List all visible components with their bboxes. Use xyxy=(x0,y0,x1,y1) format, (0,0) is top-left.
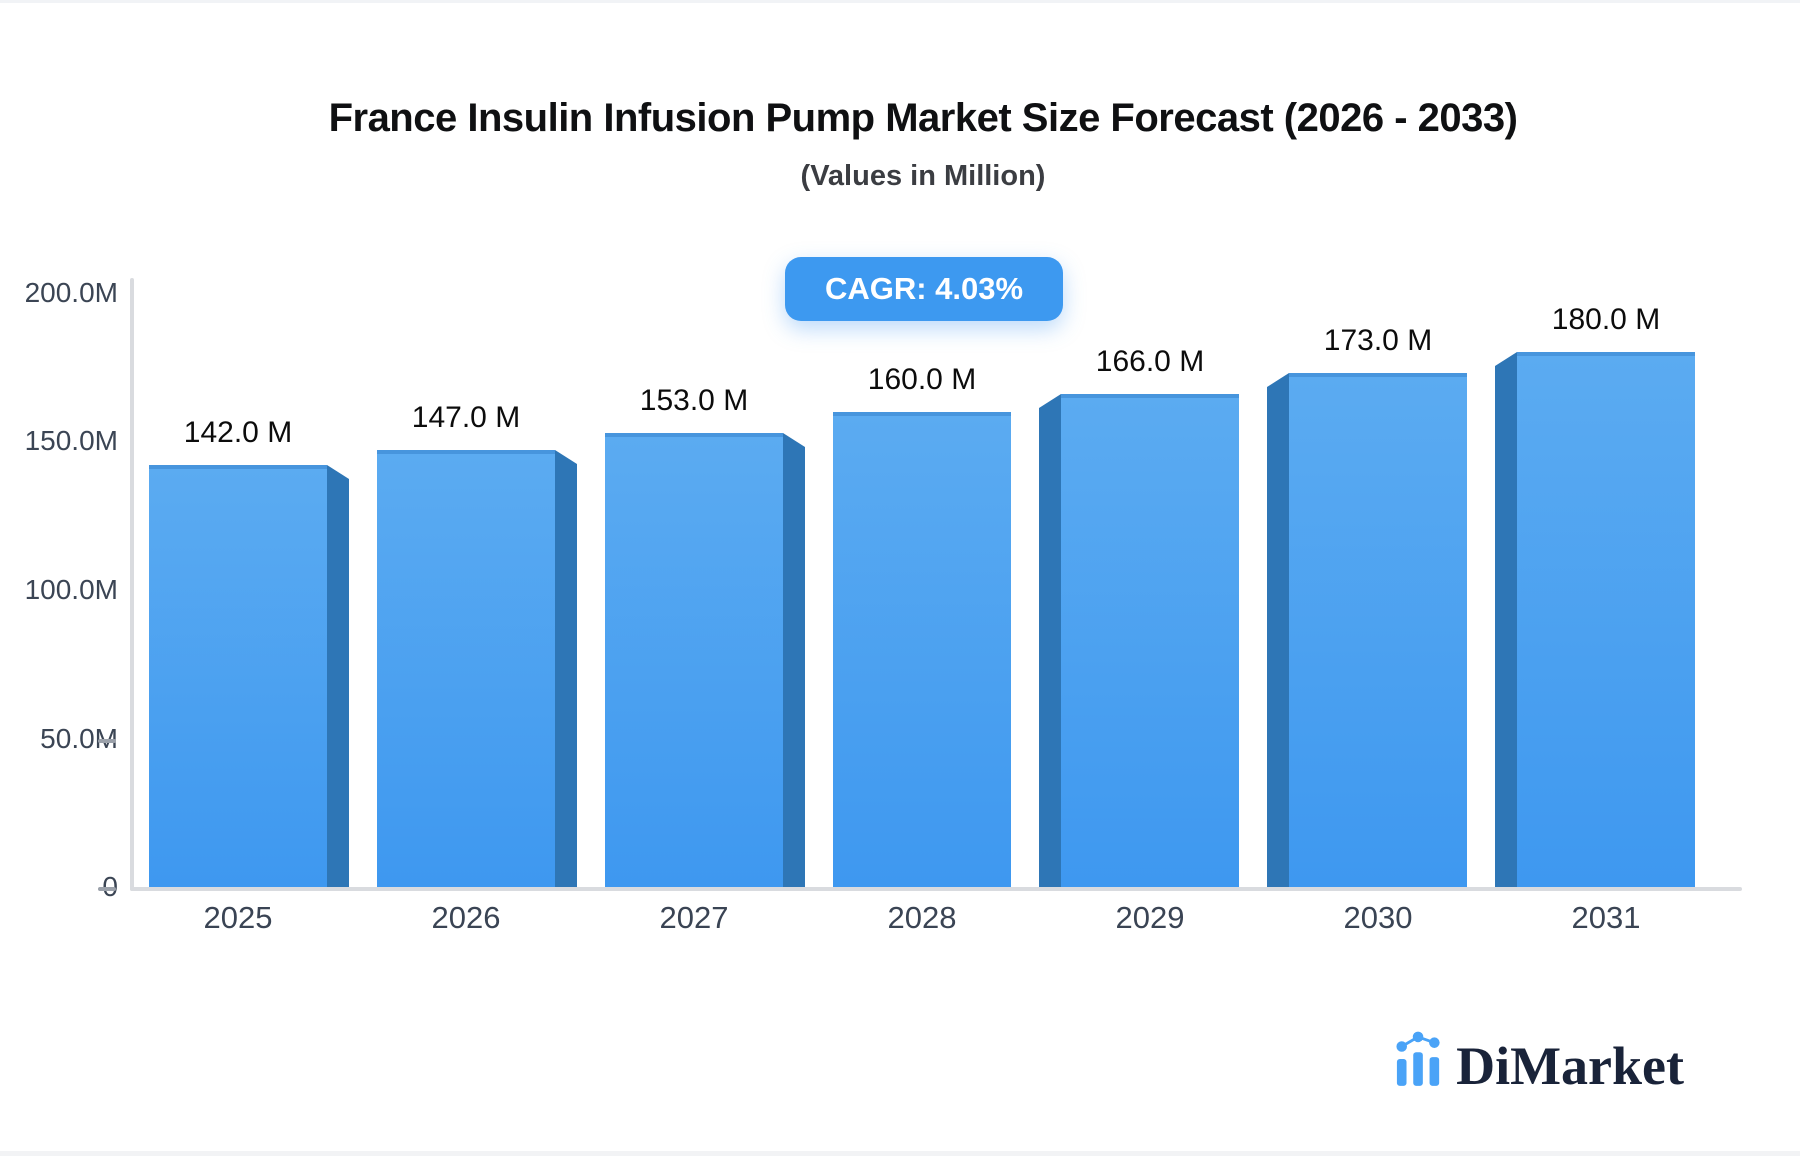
bar-2030 xyxy=(1267,373,1467,887)
bar-3d-side-2025 xyxy=(327,465,349,887)
x-axis-category-label: 2027 xyxy=(659,900,729,935)
cagr-badge-label: CAGR: 4.03% xyxy=(824,271,1024,306)
bar-value-label: 153.0 M xyxy=(639,384,749,417)
bar-value-label: 166.0 M xyxy=(1095,345,1205,378)
bar-face-2027 xyxy=(605,433,783,887)
bar-3d-side-2027 xyxy=(783,433,805,887)
bar-3d-side-2031 xyxy=(1495,352,1517,887)
top-edge-divider xyxy=(0,0,1800,3)
bar-2025 xyxy=(149,465,349,887)
bar-2029 xyxy=(1039,394,1239,887)
bar-2026 xyxy=(377,450,577,887)
bar-face-2030 xyxy=(1289,373,1467,887)
bar-face-2028 xyxy=(833,412,1011,887)
logo-wordmark: DiMarket xyxy=(1456,1036,1684,1096)
bottom-edge-divider xyxy=(0,1151,1800,1156)
x-axis-category-label: 2026 xyxy=(431,900,501,935)
y-axis-tick-label: 0 xyxy=(0,870,118,904)
chart-subtitle: (Values in Million) xyxy=(800,160,1046,192)
y-axis-tick-label: 100.0M xyxy=(24,574,118,605)
bar-face-2025 xyxy=(149,465,327,887)
bar-2031 xyxy=(1495,352,1695,887)
bar-value-label: 142.0 M xyxy=(183,416,293,449)
bar-value-label: 173.0 M xyxy=(1323,324,1433,357)
y-axis-tick-mark xyxy=(98,739,116,743)
y-axis-tick-label: 50.0M xyxy=(40,723,118,754)
bar-3d-side-2030 xyxy=(1267,373,1289,887)
bar-3d-side-2029 xyxy=(1039,394,1061,887)
bar-2028 xyxy=(833,412,1011,887)
bar-2027 xyxy=(605,433,805,887)
x-axis-category-label: 2031 xyxy=(1571,900,1641,935)
y-axis-tick-mark xyxy=(98,887,116,891)
x-axis-line xyxy=(130,887,1742,891)
bar-face-2031 xyxy=(1517,352,1695,887)
bar-value-label: 180.0 M xyxy=(1551,303,1661,336)
y-axis-tick-label: 150.0M xyxy=(24,425,118,456)
mini-bar-chart-logo-icon xyxy=(1395,1030,1443,1093)
bar-face-2029 xyxy=(1061,394,1239,887)
watermark-logo: DiMarket xyxy=(1395,1030,1684,1093)
bar-3d-side-2026 xyxy=(555,450,577,887)
x-axis-category-label: 2028 xyxy=(887,900,957,935)
cagr-badge: CAGR: 4.03% xyxy=(785,257,1063,321)
x-axis-category-label: 2030 xyxy=(1343,900,1413,935)
bar-value-label: 147.0 M xyxy=(411,401,521,434)
chart-title: France Insulin Infusion Pump Market Size… xyxy=(328,96,1518,140)
y-axis-tick-label: 200.0M xyxy=(24,277,118,308)
y-axis-line xyxy=(130,278,134,891)
bar-face-2026 xyxy=(377,450,555,887)
x-axis-category-label: 2029 xyxy=(1115,900,1185,935)
x-axis-category-label: 2025 xyxy=(203,900,273,935)
bar-value-label: 160.0 M xyxy=(867,363,977,396)
